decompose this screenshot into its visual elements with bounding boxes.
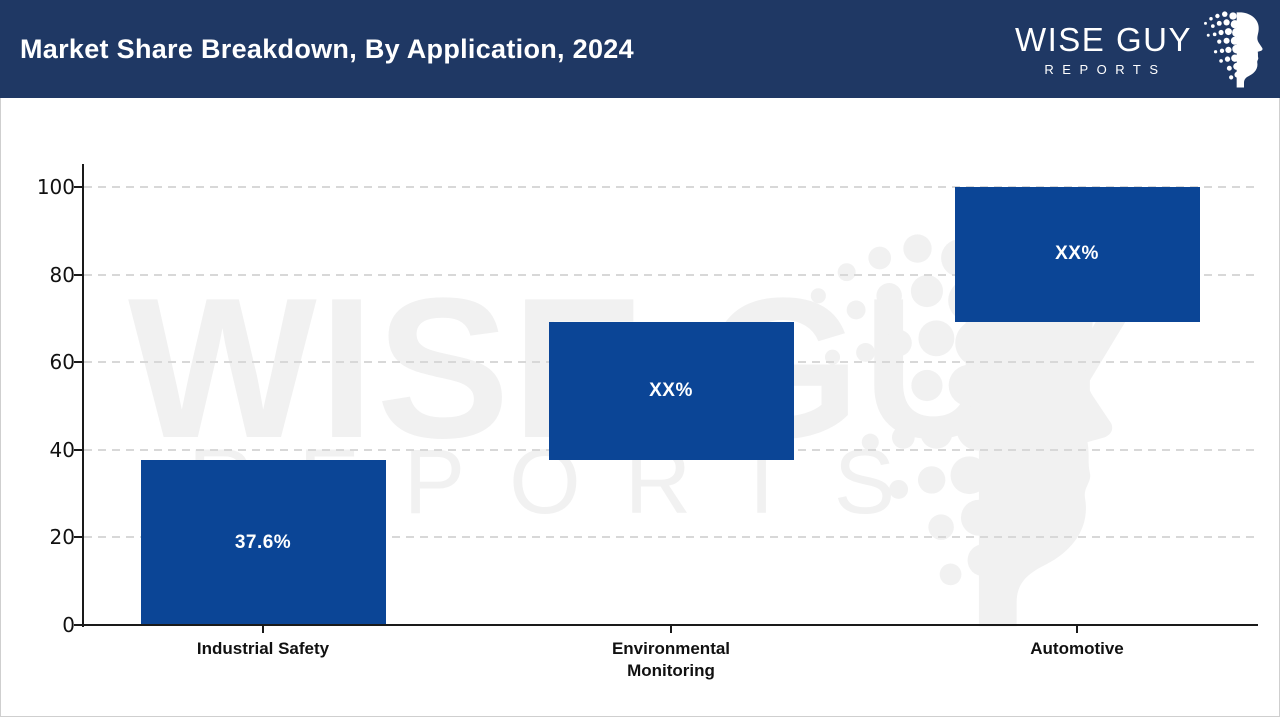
- bar-segment: [140, 460, 386, 625]
- y-axis-tick-mark: [74, 448, 82, 451]
- y-axis-tick-mark: [74, 361, 82, 364]
- x-axis-tick-mark: [1076, 626, 1078, 633]
- y-axis-tick-mark: [74, 536, 82, 539]
- x-axis-line: [82, 624, 1258, 626]
- y-axis-tick-label: 80: [49, 262, 75, 287]
- header-bar: Market Share Breakdown, By Application, …: [0, 0, 1280, 98]
- bar-segment: [548, 321, 794, 461]
- gridline: [84, 536, 1258, 539]
- bar-value-label: XX%: [1055, 243, 1099, 265]
- y-axis-tick-mark: [74, 186, 82, 188]
- logo-text: WISE GUY REPORTS: [1015, 23, 1192, 76]
- y-axis-tick-label: 40: [49, 437, 75, 462]
- x-axis-category-label: Industrial Safety: [196, 639, 330, 658]
- y-axis-tick-label: 60: [49, 350, 75, 375]
- wise-guy-reports-logo: WISE GUY REPORTS: [1015, 10, 1266, 88]
- logo-dotted-face-icon: [1204, 11, 1263, 88]
- logo-wordmark: WISE GUY: [1014, 20, 1192, 58]
- x-axis-category-label: Automotive: [1030, 639, 1124, 658]
- x-axis-tick-mark: [262, 626, 264, 633]
- y-axis-tick-mark: [74, 624, 82, 626]
- x-axis-tick-mark: [670, 626, 672, 633]
- y-axis-tick-label: 0: [62, 613, 75, 637]
- y-axis-tick-label: 20: [49, 525, 75, 550]
- chart-title: Market Share Breakdown, By Application, …: [20, 33, 634, 64]
- gridline: [84, 186, 1258, 188]
- bar-value-label: 37.6%: [234, 531, 292, 553]
- bar-value-label: XX%: [649, 380, 693, 402]
- y-axis-tick-label: 100: [36, 175, 75, 199]
- logo-subtitle: REPORTS: [1044, 61, 1167, 77]
- y-axis-line: [82, 164, 84, 627]
- gridline: [84, 273, 1258, 276]
- y-axis-tick-mark: [74, 273, 82, 276]
- x-axis-category-label: Environmental Monitoring: [611, 639, 731, 680]
